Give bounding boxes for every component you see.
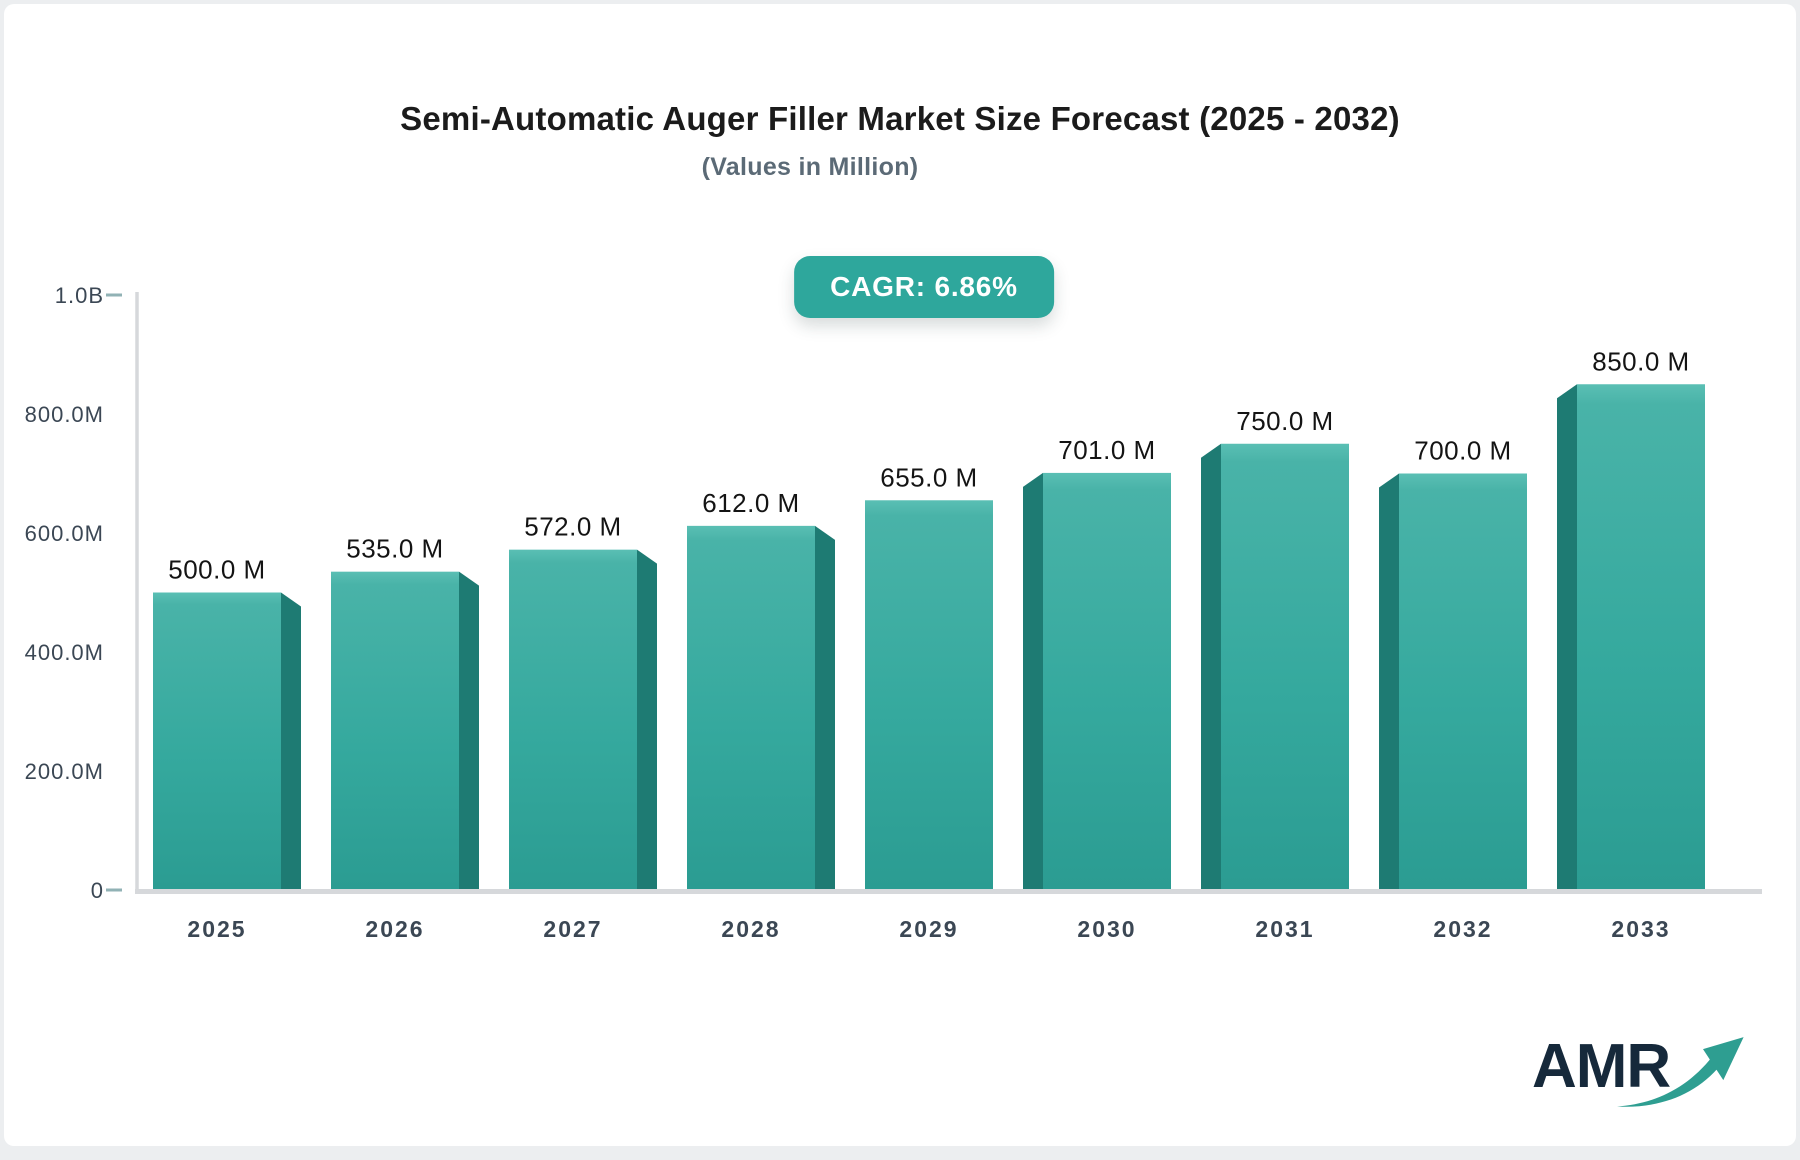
bar-2027[interactable]: 572.0 M 2027 [509,512,657,942]
chart-card: Semi-Automatic Auger Filler Market Size … [4,4,1796,1146]
bar-value-label-2033: 850.0 M [1592,346,1689,376]
x-axis-label-2032: 2032 [1433,916,1492,942]
bar-2025[interactable]: 500.0 M 2025 [153,555,301,943]
bar-value-label-2026: 535.0 M [346,534,443,564]
y-axis-label-1.0B: 1.0B [55,283,104,308]
x-axis-label-2026: 2026 [365,916,424,942]
cagr-badge: CAGR: 6.86% [794,256,1054,318]
x-axis-label-2033: 2033 [1611,916,1670,942]
bar-2028[interactable]: 612.0 M 2028 [687,488,835,942]
bar-side-face [459,571,479,889]
amr-logo-text: AMR [1532,1032,1671,1101]
bar-2029[interactable]: 655.0 M 2029 [865,462,993,942]
bar-2030[interactable]: 701.0 M 2030 [1023,435,1171,942]
x-axis-label-2028: 2028 [721,916,780,942]
bar-side-face [1379,473,1399,889]
chart-subtitle: (Values in Million) [701,153,919,181]
amr-logo: AMR [1532,1032,1744,1116]
y-axis-label-400.0M: 400.0M [25,640,104,665]
x-axis-label-2029: 2029 [899,916,958,942]
bar-front-face [1221,443,1349,889]
bar-value-label-2027: 572.0 M [524,512,621,542]
bar-front-face [1399,473,1527,889]
x-axis-label-2025: 2025 [187,916,246,942]
bar-value-label-2025: 500.0 M [168,555,265,585]
bar-value-label-2030: 701.0 M [1058,435,1155,465]
x-axis-label-2030: 2030 [1077,916,1136,942]
x-axis-label-2031: 2031 [1255,916,1314,942]
bar-2033[interactable]: 850.0 M 2033 [1557,346,1705,942]
bar-front-face [1043,472,1171,889]
bar-2032[interactable]: 700.0 M 2032 [1379,436,1527,943]
y-axis-label-200.0M: 200.0M [25,759,104,784]
bar-side-face [815,525,835,889]
bar-value-label-2029: 655.0 M [880,462,977,492]
bar-front-face [331,571,459,889]
bar-front-face [687,525,815,889]
y-axis-label-800.0M: 800.0M [25,402,104,427]
bar-front-face [509,549,637,889]
y-axis-label-0: 0 [91,878,104,903]
bar-side-face [637,549,657,889]
bar-side-face [1557,384,1577,889]
bar-side-face [1201,443,1221,889]
bar-front-face [153,592,281,889]
bar-side-face [1023,472,1043,889]
bar-front-face [865,500,993,889]
growth-arrow-icon [1617,1037,1744,1107]
bar-front-face [1577,384,1705,889]
y-axis-label-600.0M: 600.0M [25,521,104,546]
bar-value-label-2032: 700.0 M [1414,436,1511,466]
bar-value-label-2031: 750.0 M [1236,406,1333,436]
bar-2026[interactable]: 535.0 M 2026 [331,534,479,942]
x-axis-label-2027: 2027 [543,916,602,942]
bar-value-label-2028: 612.0 M [702,488,799,518]
bar-2031[interactable]: 750.0 M 2031 [1201,406,1349,942]
bar-side-face [281,592,301,889]
bar-chart: 1.0B 800.0M 600.0M 400.0M 200.0M 0 500.0 M 2025… [25,283,1762,943]
chart-title: Semi-Automatic Auger Filler Market Size … [400,100,1400,137]
